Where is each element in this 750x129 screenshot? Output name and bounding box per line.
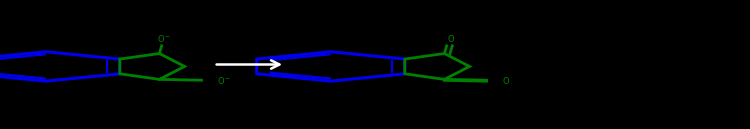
Text: O$^-$: O$^-$ bbox=[217, 75, 231, 86]
Text: O: O bbox=[503, 77, 509, 86]
Text: O$^-$: O$^-$ bbox=[157, 33, 171, 43]
Text: O: O bbox=[448, 35, 454, 43]
